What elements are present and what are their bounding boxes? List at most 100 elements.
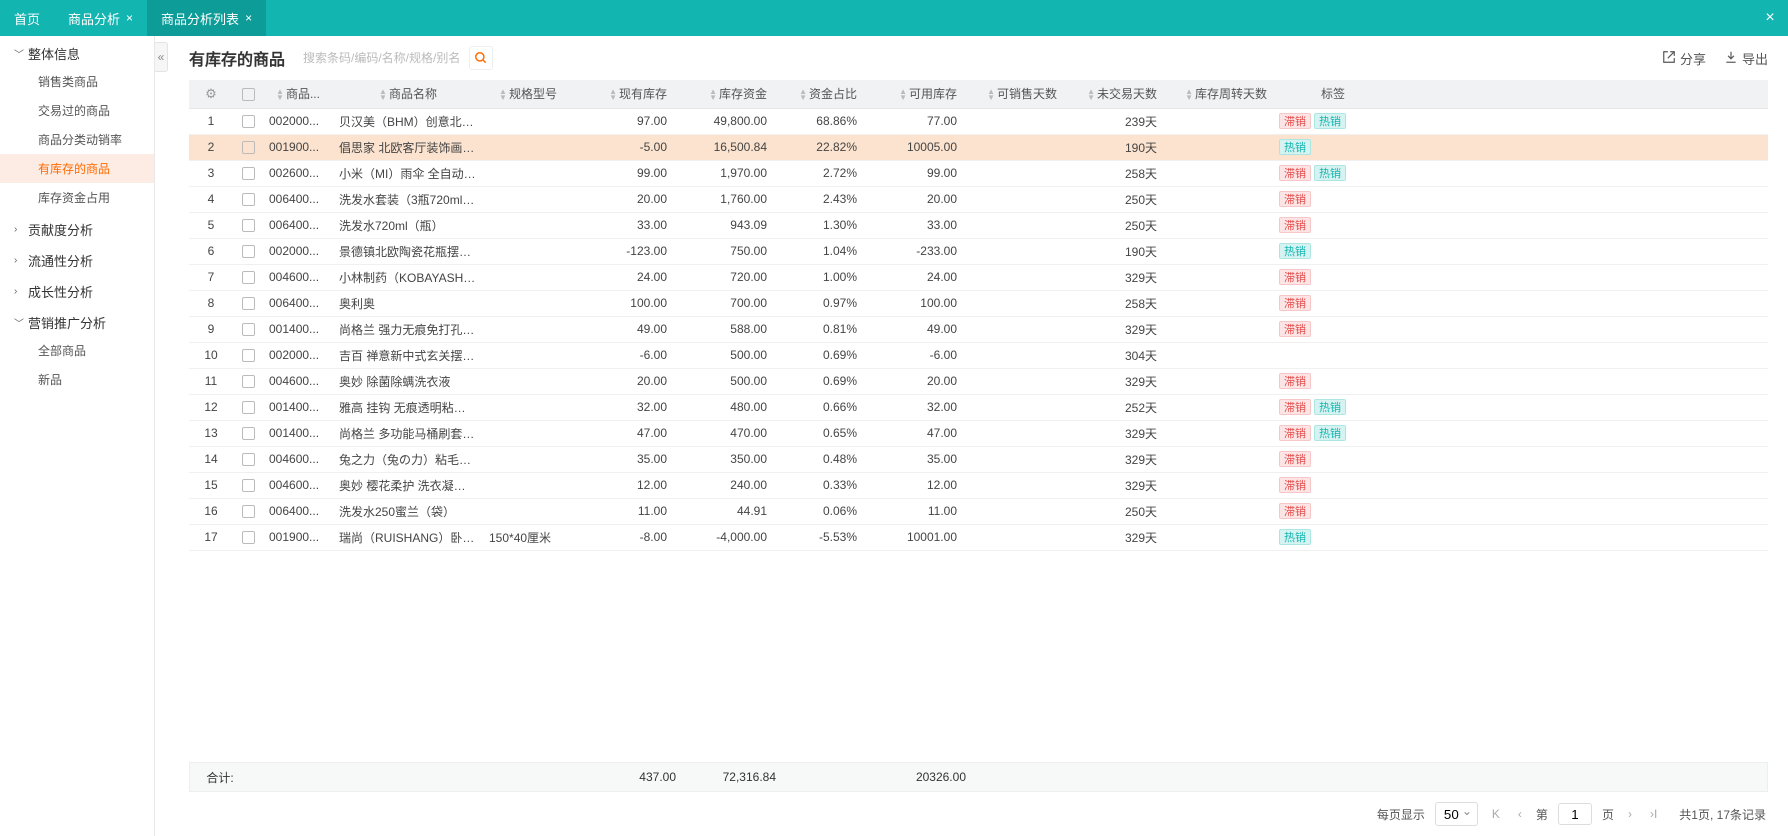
table-row[interactable]: 6002000...景德镇北欧陶瓷花瓶摆件 优-123.00750.001.04… <box>189 238 1768 264</box>
page-number-input[interactable] <box>1558 803 1592 825</box>
close-all-tabs-button[interactable]: × <box>1752 0 1788 36</box>
row-checkbox[interactable] <box>242 505 255 518</box>
tag-滞销: 滞销 <box>1279 217 1311 233</box>
row-checkbox[interactable] <box>242 479 255 492</box>
table-row[interactable]: 12001400...雅高 挂钩 无痕透明粘钩 强32.00480.000.66… <box>189 394 1768 420</box>
col-header-days[interactable]: ▲▼可销售天数 <box>963 80 1063 108</box>
cell-stock: 49.00 <box>573 316 673 342</box>
row-checkbox[interactable] <box>242 297 255 310</box>
search-icon[interactable] <box>469 46 493 70</box>
row-checkbox[interactable] <box>242 167 255 180</box>
row-checkbox[interactable] <box>242 193 255 206</box>
col-header-pct[interactable]: ▲▼资金占比 <box>773 80 863 108</box>
row-checkbox[interactable] <box>242 219 255 232</box>
cell-days <box>963 160 1063 186</box>
cell-days <box>963 316 1063 342</box>
sort-icon: ▲▼ <box>1185 89 1193 101</box>
sidebar-group-营销推广分析[interactable]: ﹀营销推广分析 <box>0 305 154 336</box>
col-header-stock[interactable]: ▲▼现有库存 <box>573 80 673 108</box>
row-checkbox[interactable] <box>242 271 255 284</box>
next-page-button[interactable]: › <box>1624 807 1636 821</box>
sort-icon: ▲▼ <box>499 89 507 101</box>
cell-chk <box>233 316 263 342</box>
tab-close-icon[interactable]: × <box>245 11 252 25</box>
sidebar-group-贡献度分析[interactable]: ›贡献度分析 <box>0 212 154 243</box>
tag-滞销: 滞销 <box>1279 321 1311 337</box>
summary-cell-avail: 20326.00 <box>872 770 972 784</box>
cell-name: 雅高 挂钩 无痕透明粘钩 强 <box>333 394 483 420</box>
tag-滞销: 滞销 <box>1279 503 1311 519</box>
sidebar-item-全部商品[interactable]: 全部商品 <box>0 336 154 365</box>
cell-fund: 350.00 <box>673 446 773 472</box>
col-header-spec[interactable]: ▲▼规格型号 <box>483 80 573 108</box>
table-row[interactable]: 17001900...瑞尚（RUISHANG）卧室床150*40厘米-8.00-… <box>189 524 1768 550</box>
tab-label: 首页 <box>14 9 40 28</box>
row-checkbox[interactable] <box>242 375 255 388</box>
sidebar-item-有库存的商品[interactable]: 有库存的商品 <box>0 154 154 183</box>
col-header-avail[interactable]: ▲▼可用库存 <box>863 80 963 108</box>
select-all-checkbox[interactable] <box>242 88 255 101</box>
cell-days <box>963 342 1063 368</box>
row-checkbox[interactable] <box>242 453 255 466</box>
table-row[interactable]: 5006400...洗发水720ml（瓶）33.00943.091.30%33.… <box>189 212 1768 238</box>
table-row[interactable]: 10002000...吉百 禅意新中式玄关摆件套-6.00500.000.69%… <box>189 342 1768 368</box>
row-checkbox[interactable] <box>242 323 255 336</box>
search-input[interactable] <box>303 47 463 69</box>
table-row[interactable]: 16006400...洗发水250蜜兰（袋）11.0044.910.06%11.… <box>189 498 1768 524</box>
col-header-fund[interactable]: ▲▼库存资金 <box>673 80 773 108</box>
sidebar-item-库存资金占用[interactable]: 库存资金占用 <box>0 183 154 212</box>
page-size-select[interactable]: 50 <box>1435 802 1478 826</box>
sidebar-group-流通性分析[interactable]: ›流通性分析 <box>0 243 154 274</box>
sidebar-item-销售类商品[interactable]: 销售类商品 <box>0 67 154 96</box>
table-row[interactable]: 2001900...倡思家 北欧客厅装饰画卧室-5.0016,500.8422.… <box>189 134 1768 160</box>
table-row[interactable]: 7004600...小林制药（KOBAYASHI）日24.00720.001.0… <box>189 264 1768 290</box>
row-checkbox[interactable] <box>242 427 255 440</box>
sidebar-item-商品分类动销率[interactable]: 商品分类动销率 <box>0 125 154 154</box>
sidebar-item-新品[interactable]: 新品 <box>0 365 154 394</box>
tab-close-icon[interactable]: × <box>126 11 133 25</box>
table-row[interactable]: 15004600...奥妙 樱花柔护 洗衣凝珠 1012.00240.000.3… <box>189 472 1768 498</box>
table-row[interactable]: 8006400...奥利奥100.00700.000.97%100.00258天… <box>189 290 1768 316</box>
first-page-button[interactable]: K <box>1488 807 1504 821</box>
summary-cell-idx: 合计: <box>198 769 242 786</box>
sidebar-item-交易过的商品[interactable]: 交易过的商品 <box>0 96 154 125</box>
table-row[interactable]: 11004600...奥妙 除菌除螨洗衣液20.00500.000.69%20.… <box>189 368 1768 394</box>
sort-icon: ▲▼ <box>276 89 284 101</box>
row-checkbox[interactable] <box>242 349 255 362</box>
tab-商品分析列表[interactable]: 商品分析列表× <box>147 0 266 36</box>
share-button[interactable]: 分享 <box>1662 49 1706 68</box>
row-checkbox[interactable] <box>242 141 255 154</box>
tab-商品分析[interactable]: 商品分析× <box>54 0 147 36</box>
row-checkbox[interactable] <box>242 115 255 128</box>
cell-turn <box>1163 524 1273 550</box>
table-row[interactable]: 14004600...兔之力（兔の力）粘毛器粘35.00350.000.48%3… <box>189 446 1768 472</box>
table-row[interactable]: 1002000...贝汉美（BHM）创意北欧饰97.0049,800.0068.… <box>189 108 1768 134</box>
row-checkbox[interactable] <box>242 245 255 258</box>
gear-icon[interactable]: ⚙ <box>205 86 217 101</box>
cell-spec <box>483 316 573 342</box>
prev-page-button[interactable]: ‹ <box>1514 807 1526 821</box>
sidebar-group-成长性分析[interactable]: ›成长性分析 <box>0 274 154 305</box>
table-row[interactable]: 13001400...尚格兰 多功能马桶刷套装 马47.00470.000.65… <box>189 420 1768 446</box>
col-header-name[interactable]: ▲▼商品名称 <box>333 80 483 108</box>
export-button[interactable]: 导出 <box>1724 49 1768 68</box>
cell-name: 吉百 禅意新中式玄关摆件套 <box>333 342 483 368</box>
col-header-turn[interactable]: ▲▼库存周转天数 <box>1163 80 1273 108</box>
cell-stock: 100.00 <box>573 290 673 316</box>
col-label: 未交易天数 <box>1097 87 1157 101</box>
row-checkbox[interactable] <box>242 531 255 544</box>
tag-滞销: 滞销 <box>1279 113 1311 129</box>
tab-首页[interactable]: 首页 <box>0 0 54 36</box>
sidebar-collapse-button[interactable]: « <box>155 42 168 72</box>
col-header-code[interactable]: ▲▼商品... <box>263 80 333 108</box>
sidebar-group-整体信息[interactable]: ﹀整体信息 <box>0 36 154 67</box>
row-checkbox[interactable] <box>242 401 255 414</box>
col-header-notx[interactable]: ▲▼未交易天数 <box>1063 80 1163 108</box>
table-row[interactable]: 9001400...尚格兰 强力无痕免打孔浴室49.00588.000.81%4… <box>189 316 1768 342</box>
table-row[interactable]: 3002600...小米（MI）雨伞 全自动折叠99.001,970.002.7… <box>189 160 1768 186</box>
summary-row: 合计:437.0072,316.8420326.00 <box>189 762 1768 792</box>
table-scroll[interactable]: ⚙▲▼商品...▲▼商品名称▲▼规格型号▲▼现有库存▲▼库存资金▲▼资金占比▲▼… <box>155 80 1788 762</box>
last-page-button[interactable]: ›I <box>1646 807 1661 821</box>
cell-idx: 15 <box>189 472 233 498</box>
table-row[interactable]: 4006400...洗发水套装（3瓶720ml+1）20.001,760.002… <box>189 186 1768 212</box>
